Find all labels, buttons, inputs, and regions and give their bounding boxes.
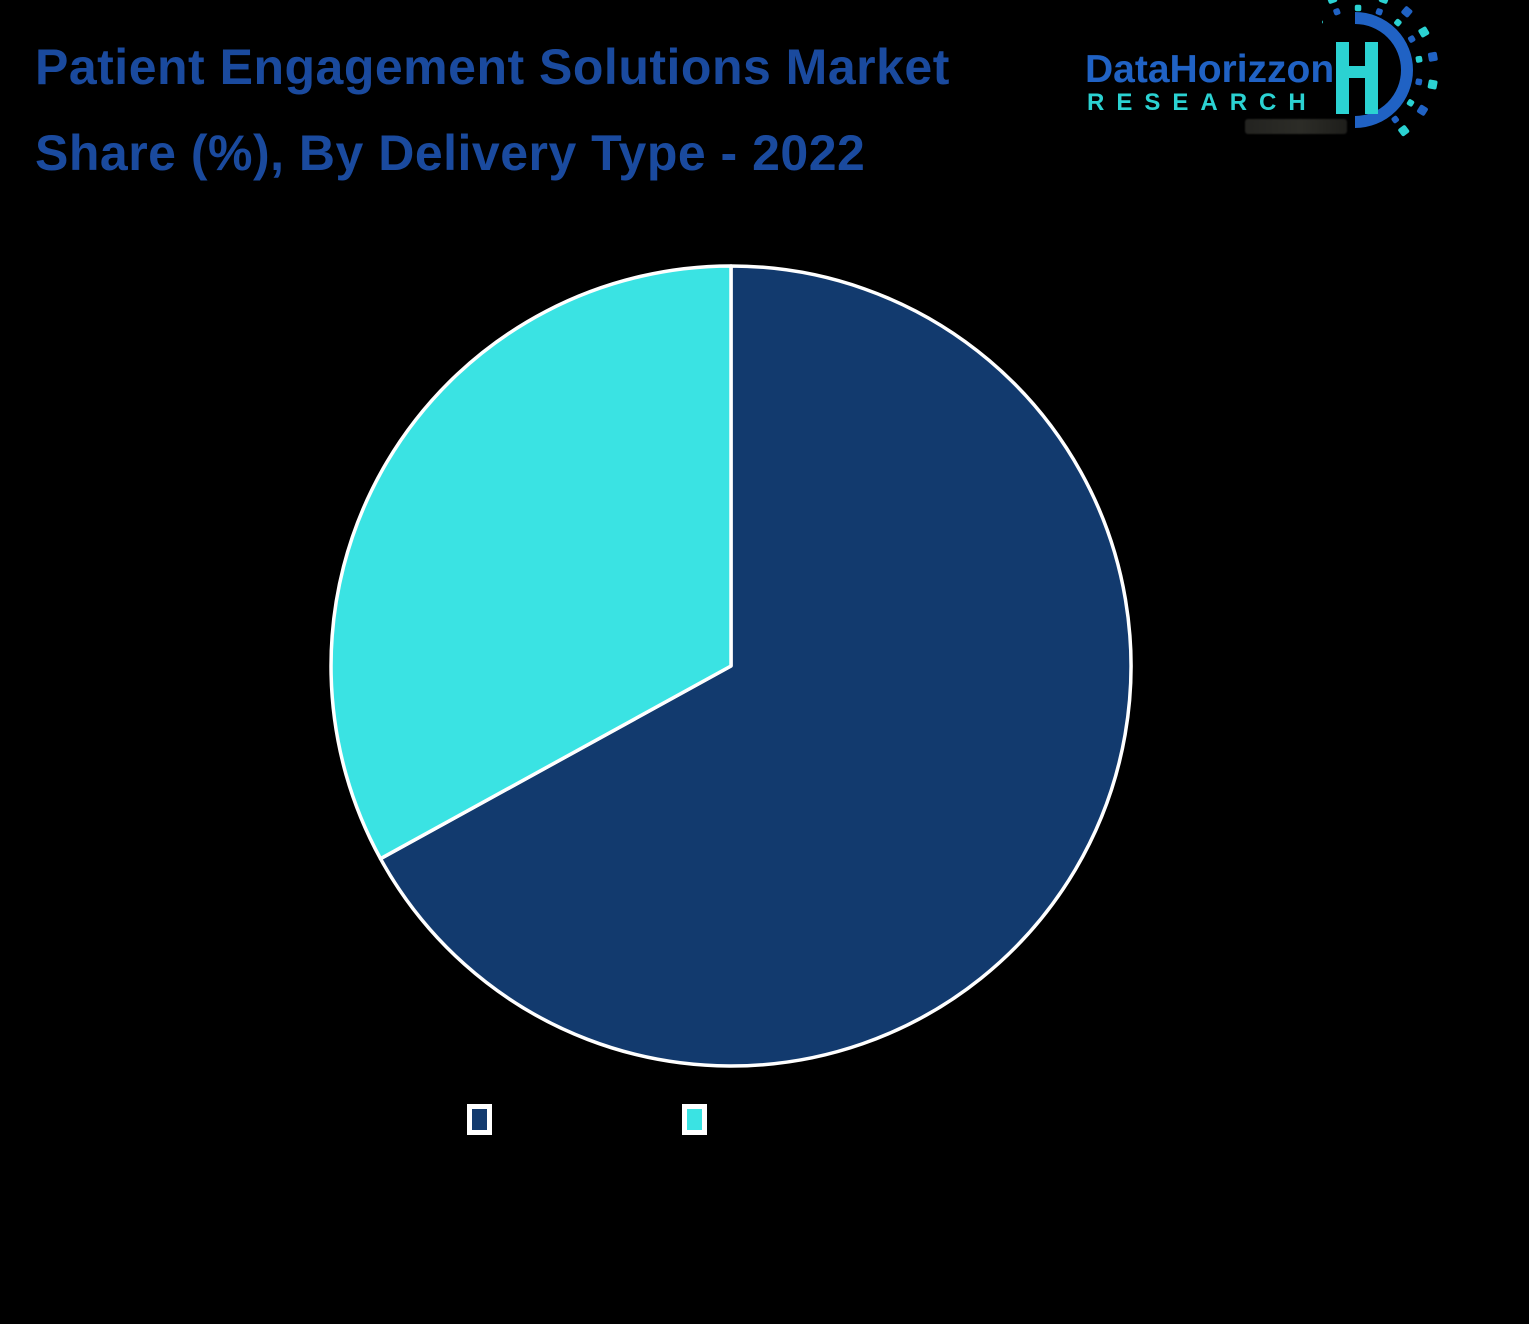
pie-slice-2	[329, 264, 733, 861]
legend-swatch-frame-1	[467, 1104, 492, 1135]
chart-title-line1: Patient Engagement Solutions Market	[35, 39, 950, 95]
logo-wordmark: DataHorizzon	[1085, 48, 1335, 91]
legend-item-2	[682, 1104, 707, 1135]
logo-d-arc	[1354, 12, 1413, 128]
logo-tagline-illegible	[1245, 119, 1347, 134]
chart-title-line2: Share (%), By Delivery Type - 2022	[35, 125, 866, 181]
chart-title: Patient Engagement Solutions Market Shar…	[35, 24, 950, 196]
legend-swatch-frame-2	[682, 1104, 707, 1135]
logo-burst	[1322, 0, 1438, 137]
logo-h-crossbar	[1336, 66, 1378, 78]
legend-item-1	[467, 1104, 492, 1135]
datahorizzon-logo: DataHorizzon RESEARCH	[1085, 0, 1485, 160]
legend-swatch-2	[687, 1109, 702, 1130]
pie-chart	[329, 264, 1133, 1068]
datahorizzon-logo-icon	[1322, 0, 1438, 137]
legend-swatch-1	[472, 1109, 487, 1130]
logo-subtext: RESEARCH	[1087, 89, 1318, 116]
pie-slice-1	[378, 264, 1133, 1068]
